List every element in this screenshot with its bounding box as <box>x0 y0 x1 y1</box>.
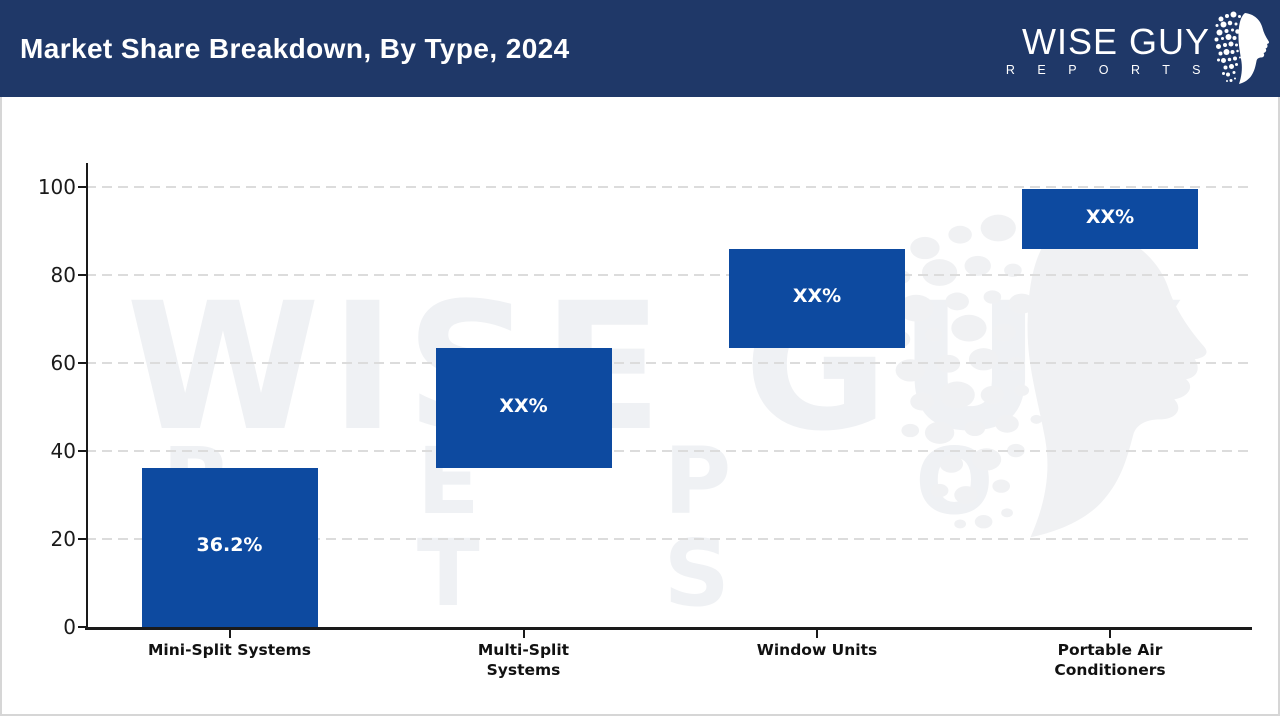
y-tick-mark <box>78 274 86 276</box>
bar <box>435 347 612 468</box>
y-tick-mark <box>78 362 86 364</box>
y-tick-mark <box>78 538 86 540</box>
x-tick-mark <box>816 630 818 638</box>
brand-subtitle-text: R E P O R T S <box>1005 63 1210 78</box>
gridline <box>86 362 1252 364</box>
x-tick-mark <box>522 630 525 638</box>
bar-value-label: XX% <box>1085 205 1135 228</box>
bar <box>1022 188 1198 249</box>
y-axis-line <box>86 163 88 629</box>
y-tick-label: 80 <box>50 263 76 287</box>
bar-value-label: 36.2% <box>196 534 263 557</box>
gridline <box>86 450 1252 452</box>
bar <box>141 467 318 627</box>
gridline <box>86 538 1252 540</box>
gridline <box>86 186 1252 188</box>
y-tick-label: 0 <box>63 615 76 639</box>
x-axis-category-line: Window Units <box>756 641 878 659</box>
bar-value-label: XX% <box>499 394 548 417</box>
x-axis-category-label: Portable Air Conditioners <box>985 640 1235 680</box>
x-axis-category-line: Systems <box>486 661 561 679</box>
brand-wordmark: WISE GUY R E P O R T S <box>1001 20 1210 78</box>
y-tick-mark <box>78 450 86 452</box>
x-axis-category-line: Portable Air <box>1057 641 1163 659</box>
brand-logo: WISE GUY R E P O R T S <box>1001 10 1274 90</box>
x-axis-category-line: Multi-Split <box>477 641 570 659</box>
y-tick-label: 60 <box>50 351 76 375</box>
x-axis-category-line: Conditioners <box>1054 661 1166 679</box>
x-axis-category-label: Window Units <box>692 640 942 660</box>
x-tick-mark <box>1109 630 1111 638</box>
bar <box>729 248 905 348</box>
x-axis-line <box>85 627 1252 630</box>
y-tick-label: 40 <box>50 439 76 463</box>
page-title: Market Share Breakdown, By Type, 2024 <box>20 32 570 64</box>
y-tick-label: 100 <box>37 175 76 199</box>
x-axis-category-label: Multi-Split Systems <box>399 640 649 680</box>
x-axis-category-label: Mini-Split Systems <box>105 640 355 660</box>
bar-value-label: XX% <box>792 285 842 308</box>
gridline <box>86 274 1252 276</box>
brand-name-text: WISE GUY <box>1021 20 1210 62</box>
y-tick-label: 20 <box>50 527 76 551</box>
watermark-head-icon <box>878 208 1230 564</box>
y-tick-mark <box>78 186 86 188</box>
wise-guy-head-icon <box>1212 10 1274 90</box>
y-tick-mark <box>78 626 86 628</box>
header-bar: Market Share Breakdown, By Type, 2024 WI… <box>0 0 1280 97</box>
x-tick-mark <box>228 630 231 638</box>
x-axis-category-line: Mini-Split Systems <box>148 641 311 659</box>
